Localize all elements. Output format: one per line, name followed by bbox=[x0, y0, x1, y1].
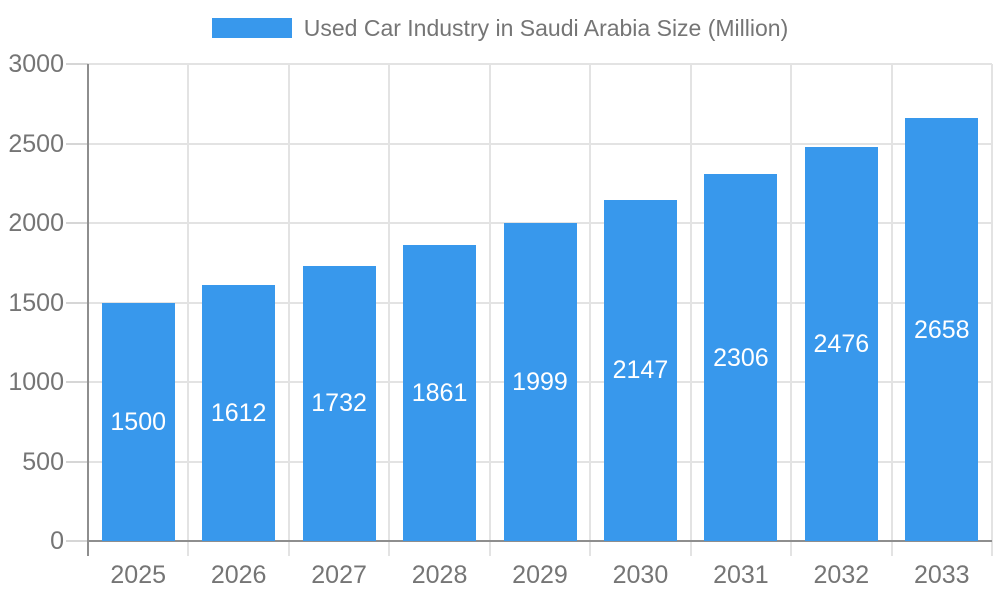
legend[interactable]: Used Car Industry in Saudi Arabia Size (… bbox=[0, 12, 1000, 44]
y-tick-mark bbox=[66, 460, 88, 463]
bar[interactable] bbox=[804, 147, 878, 541]
bar[interactable] bbox=[302, 265, 376, 541]
y-axis-label: 1000 bbox=[8, 368, 64, 396]
y-axis-label: 2500 bbox=[8, 129, 64, 158]
x-gridline bbox=[488, 64, 491, 556]
y-gridline bbox=[88, 222, 992, 224]
y-gridline bbox=[88, 63, 992, 65]
y-tick-mark bbox=[66, 540, 88, 542]
legend-label: Used Car Industry in Saudi Arabia Size (… bbox=[303, 14, 789, 41]
x-axis-label: 2033 bbox=[913, 561, 970, 589]
y-axis-label: 0 bbox=[50, 527, 64, 555]
y-axis-line bbox=[87, 64, 89, 556]
y-axis-label: 3000 bbox=[8, 50, 64, 78]
y-tick-mark bbox=[66, 142, 88, 145]
y-tick-mark bbox=[66, 63, 88, 65]
x-axis-label: 2031 bbox=[713, 561, 769, 589]
y-tick-mark bbox=[66, 381, 88, 383]
x-axis-label: 2032 bbox=[813, 561, 870, 589]
x-gridline bbox=[589, 64, 592, 556]
y-tick-mark bbox=[66, 222, 88, 224]
x-axis-label: 2025 bbox=[110, 561, 167, 589]
x-gridline bbox=[991, 64, 993, 556]
y-axis-label: 1500 bbox=[8, 288, 64, 317]
bar[interactable] bbox=[704, 174, 778, 541]
y-tick-mark bbox=[66, 301, 88, 304]
y-gridline bbox=[88, 142, 992, 145]
x-axis-label: 2029 bbox=[512, 561, 568, 589]
x-axis-label: 2028 bbox=[411, 561, 468, 589]
x-gridline bbox=[689, 64, 692, 556]
x-axis-label: 2027 bbox=[311, 561, 367, 589]
x-axis-baseline bbox=[88, 540, 992, 542]
x-gridline bbox=[187, 64, 190, 556]
y-axis-label: 500 bbox=[22, 447, 64, 476]
x-gridline bbox=[287, 64, 290, 556]
y-axis-label: 2000 bbox=[8, 209, 64, 237]
legend-swatch bbox=[211, 18, 292, 38]
bar[interactable] bbox=[905, 118, 979, 541]
x-gridline bbox=[790, 64, 793, 556]
bar[interactable] bbox=[403, 245, 477, 541]
bar[interactable] bbox=[603, 199, 677, 541]
bar[interactable] bbox=[101, 302, 175, 541]
x-axis-label: 2026 bbox=[210, 561, 267, 589]
x-gridline bbox=[388, 64, 391, 556]
x-axis-label: 2030 bbox=[612, 561, 669, 589]
x-gridline bbox=[890, 64, 893, 556]
bar[interactable] bbox=[202, 284, 276, 541]
bar[interactable] bbox=[503, 223, 577, 541]
